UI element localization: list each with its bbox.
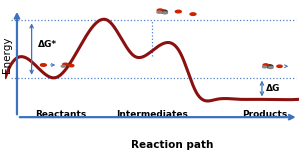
Circle shape [266,65,273,68]
Circle shape [65,64,71,66]
Circle shape [176,10,181,13]
Circle shape [61,65,65,67]
Text: Intermediates: Intermediates [116,110,188,119]
Text: Reactants: Reactants [35,110,87,119]
Circle shape [157,11,162,13]
Circle shape [277,65,282,67]
Circle shape [157,9,163,12]
Circle shape [262,66,267,68]
Text: Products: Products [242,110,287,119]
Circle shape [163,12,167,14]
Circle shape [63,63,68,66]
Text: Energy: Energy [2,37,12,73]
Text: ΔG: ΔG [266,84,281,93]
Circle shape [190,13,196,15]
Circle shape [160,10,167,13]
Circle shape [40,64,46,66]
Text: ΔG*: ΔG* [38,40,57,48]
Circle shape [268,67,273,69]
Circle shape [69,64,74,67]
Circle shape [263,64,268,66]
Text: Reaction path: Reaction path [131,140,214,150]
